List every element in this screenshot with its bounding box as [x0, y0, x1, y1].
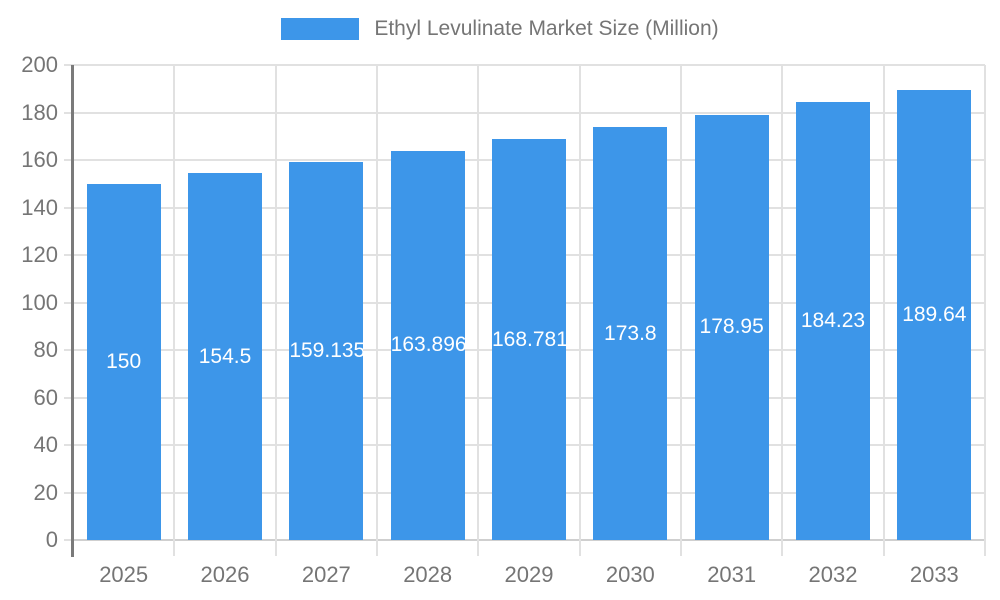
bar-value-label: 173.8 [604, 321, 657, 345]
bar[interactable]: 163.896 [390, 150, 465, 540]
y-axis-line [71, 65, 74, 557]
x-axis-tick-label: 2033 [909, 562, 959, 587]
x-axis-tick-label: 2028 [403, 562, 453, 587]
x-gridline [477, 65, 480, 556]
bar-value-label: 154.5 [198, 344, 252, 368]
x-axis-tick-label: 2030 [605, 562, 655, 587]
x-gridline [781, 65, 784, 556]
bar-value-label: 168.781 [492, 327, 566, 351]
y-axis-tick-label: 60 [33, 384, 58, 410]
x-gridline [376, 65, 378, 556]
y-axis-tick [64, 491, 73, 494]
x-axis-tick-label: 2027 [301, 562, 351, 587]
bar-value-label: 189.64 [902, 302, 967, 326]
plot-area: 0 20 40 60 80 100 120 140 160 180 200 150 154.5 159.1… [21, 53, 986, 587]
y-axis-tick [64, 396, 73, 399]
y-axis-tick [64, 301, 73, 304]
x-gridline [984, 65, 986, 556]
bar[interactable]: 184.23 [796, 102, 870, 540]
x-axis-tick-label: 2026 [200, 562, 250, 587]
x-gridline [274, 65, 277, 556]
y-axis-tick-label: 0 [45, 527, 58, 552]
y-axis-tick [64, 349, 73, 351]
y-gridline [73, 539, 985, 541]
y-axis-tick [64, 111, 73, 114]
y-axis-tick-label: 80 [33, 337, 58, 362]
bar-value-label: 178.95 [699, 315, 764, 339]
y-gridline [73, 64, 985, 66]
y-axis-tick [64, 159, 73, 161]
bar[interactable]: 154.5 [188, 173, 262, 540]
y-axis-tick [64, 64, 73, 66]
y-axis-tick-label: 120 [21, 242, 58, 267]
y-axis-tick-label: 180 [21, 99, 58, 125]
bar[interactable]: 173.8 [593, 127, 668, 540]
bar-value-label: 159.135 [289, 339, 364, 363]
x-gridline [882, 65, 885, 556]
bar-value-label: 163.896 [390, 333, 465, 357]
y-axis-tick-label: 40 [33, 432, 58, 457]
bar-value-label: 150 [106, 349, 142, 373]
bar[interactable]: 168.781 [492, 139, 566, 540]
x-axis-tick-label: 2032 [808, 562, 858, 587]
y-axis-tick-label: 200 [21, 52, 58, 77]
x-gridline [680, 65, 682, 556]
y-axis-tick-label: 20 [33, 479, 58, 505]
bar[interactable]: 159.135 [289, 162, 364, 540]
y-axis-tick [64, 444, 73, 446]
bar[interactable]: 189.64 [897, 89, 972, 540]
y-axis-tick-label: 160 [21, 147, 58, 172]
legend-swatch-icon [281, 18, 360, 40]
y-axis-tick [64, 206, 73, 209]
x-axis-tick-label: 2031 [707, 562, 757, 587]
x-axis-tick-label: 2029 [504, 562, 554, 587]
y-axis-tick-label: 100 [21, 289, 58, 315]
legend: Ethyl Levulinate Market Size (Million) [0, 17, 1000, 41]
x-gridline [578, 65, 581, 556]
y-axis-tick [64, 254, 73, 256]
x-axis-tick-label: 2025 [99, 562, 149, 587]
bar[interactable]: 178.95 [694, 114, 769, 540]
y-gridline [73, 111, 985, 114]
x-gridline [173, 65, 176, 556]
legend-series-label: Ethyl Levulinate Market Size (Million) [374, 17, 719, 40]
legend-item[interactable]: Ethyl Levulinate Market Size (Million) [281, 17, 719, 41]
bar-value-label: 184.23 [800, 309, 866, 333]
bar[interactable]: 150 [86, 183, 161, 540]
y-axis-tick-label: 140 [21, 194, 58, 220]
y-axis-tick [64, 539, 73, 541]
